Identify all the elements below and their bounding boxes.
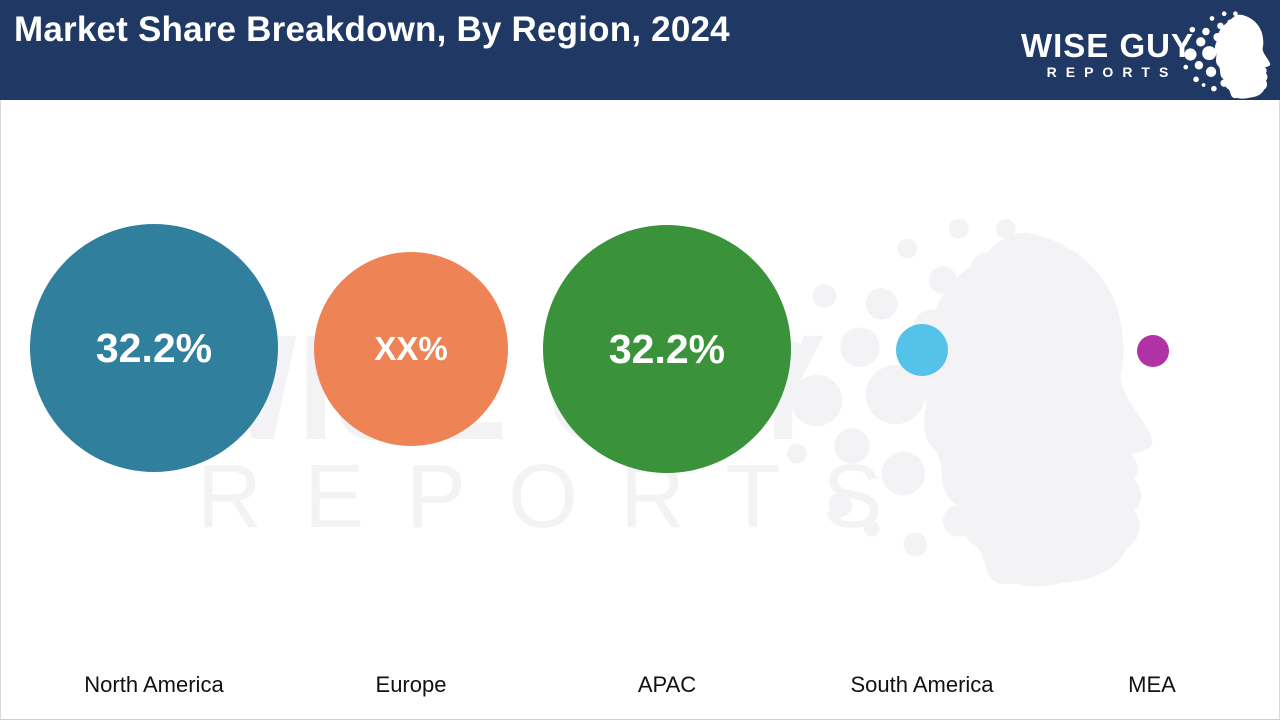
brand-logo: WISE GUY REPORTS <box>1021 10 1274 99</box>
bubble-mea <box>1137 335 1169 367</box>
dotted-head-icon <box>1180 10 1274 99</box>
bubble-value-label: XX% <box>374 330 448 367</box>
bubble-south-america <box>896 324 948 376</box>
category-label-south-america: South America <box>850 672 994 697</box>
brand-subtitle: REPORTS <box>1046 64 1178 81</box>
chart-area: WISE GUY REPORTS 32.2% XX% 32.2% North A… <box>0 100 1280 720</box>
brand-name: WISE GUY <box>1020 26 1194 64</box>
page-title: Market Share Breakdown, By Region, 2024 <box>14 10 730 49</box>
watermark-subtitle: REPORTS <box>197 447 925 547</box>
bubble-north-america: 32.2% <box>30 224 278 472</box>
header-bar: Market Share Breakdown, By Region, 2024 … <box>0 0 1280 100</box>
category-label-mea: MEA <box>1128 672 1176 697</box>
category-label-north-america: North America <box>84 672 224 697</box>
bubble-apac: 32.2% <box>543 225 791 473</box>
category-label-europe: Europe <box>375 672 447 697</box>
bubble-europe: XX% <box>314 252 508 446</box>
brand-wordmark: WISE GUY REPORTS <box>1020 26 1194 81</box>
bubble-value-label: 32.2% <box>95 324 213 371</box>
category-label-apac: APAC <box>637 672 697 697</box>
watermark-head-icon <box>773 213 1168 588</box>
bubble-value-label: 32.2% <box>608 325 726 372</box>
